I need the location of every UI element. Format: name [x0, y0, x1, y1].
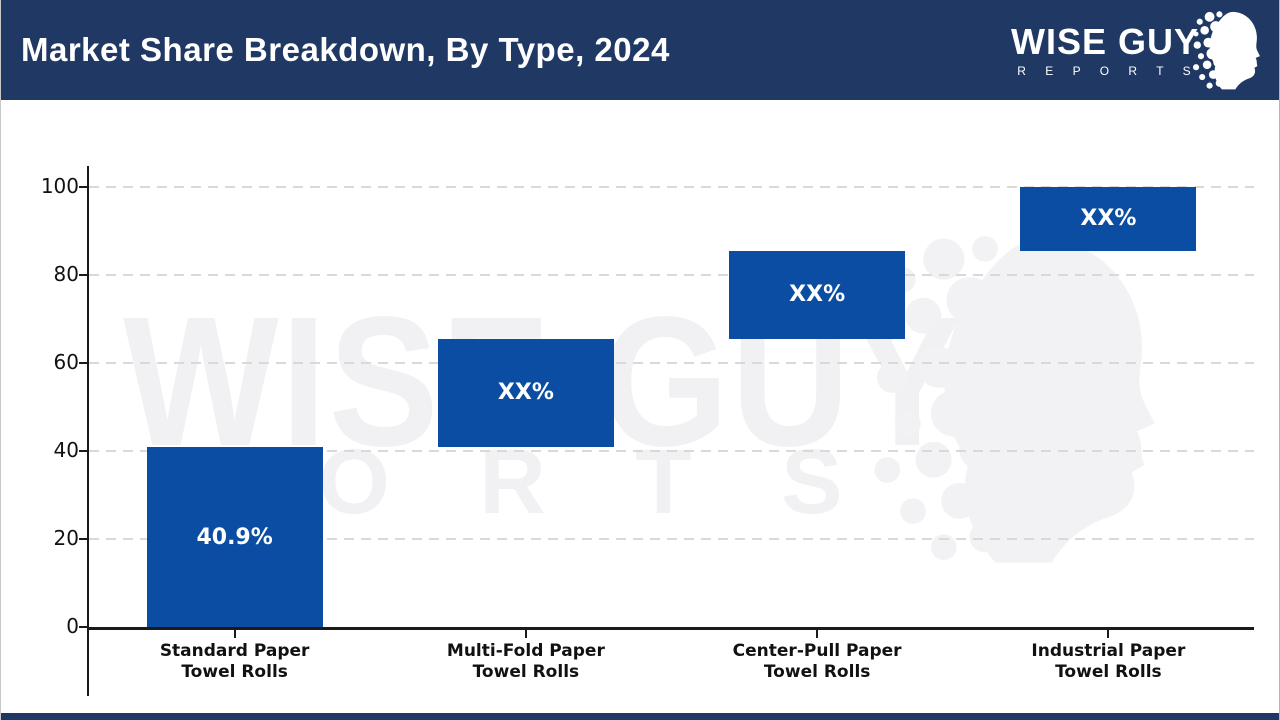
x-axis — [87, 627, 1254, 630]
y-tick-mark-60 — [79, 362, 87, 364]
bar-value-label: XX% — [789, 282, 846, 308]
x-tick-mark-2 — [524, 630, 527, 638]
x-category-label-line: Towel Rolls — [181, 662, 288, 682]
gridline-80 — [89, 274, 1254, 276]
dotted-head-icon — [1185, 7, 1271, 93]
bar-3: XX% — [729, 250, 906, 339]
y-tick-mark-0 — [79, 626, 87, 628]
x-category-label: Industrial Paper Towel Rolls — [988, 641, 1228, 683]
x-category-label-line: Center-Pull Paper — [732, 641, 902, 661]
y-tick-mark-20 — [79, 538, 87, 540]
bar-1: 40.9% — [146, 447, 323, 627]
y-tick-mark-100 — [79, 186, 87, 188]
y-axis — [87, 166, 89, 696]
y-tick-label-80: 80 — [53, 262, 79, 286]
y-tick-mark-80 — [79, 274, 87, 276]
logo-text: WISE GUY R E P O R T S — [1010, 20, 1199, 78]
wise-guy-logo: WISE GUY R E P O R T S — [1011, 6, 1271, 94]
bar-value-label: XX% — [1080, 206, 1137, 232]
bar-2: XX% — [437, 338, 614, 448]
bar-value-label: 40.9% — [196, 524, 273, 550]
y-tick-label-100: 100 — [40, 174, 79, 198]
x-category-label: Center-Pull Paper Towel Rolls — [697, 641, 937, 683]
x-tick-mark-3 — [816, 630, 819, 638]
x-category-label: Multi-Fold Paper Towel Rolls — [406, 641, 646, 683]
logo-subtitle: R E P O R T S — [1017, 63, 1199, 78]
x-category-label-line: Standard Paper — [159, 641, 310, 661]
x-category-label-line: Towel Rolls — [472, 662, 580, 682]
gridline-40 — [89, 450, 1254, 452]
chart-area: WISE GUY P O R T S 40.9% XX% XX% XX% 0 20 40 6… — [1, 100, 1279, 713]
x-category-label: Standard Paper Towel Rolls — [115, 641, 355, 683]
y-tick-label-20: 20 — [53, 526, 79, 550]
y-tick-label-0: 0 — [66, 614, 79, 638]
x-category-label-line: Industrial Paper — [1031, 641, 1186, 661]
y-tick-mark-40 — [79, 450, 87, 452]
page-title: Market Share Breakdown, By Type, 2024 — [21, 31, 670, 68]
header: Market Share Breakdown, By Type, 2024 WI… — [1, 0, 1279, 100]
gridline-100 — [89, 186, 1254, 188]
x-category-label-line: Multi-Fold Paper — [446, 641, 605, 661]
logo-wordmark: WISE GUY — [1010, 20, 1199, 62]
x-category-label-line: Towel Rolls — [763, 662, 871, 682]
gridline-60 — [89, 362, 1254, 364]
y-tick-label-40: 40 — [53, 438, 79, 462]
bar-4: XX% — [1020, 187, 1197, 251]
gridline-20 — [89, 538, 1254, 540]
bar-value-label: XX% — [497, 380, 554, 406]
x-tick-mark-1 — [233, 630, 236, 638]
watermark-head-icon — [863, 218, 1179, 578]
footer-bar — [1, 713, 1279, 720]
y-tick-label-60: 60 — [53, 350, 79, 374]
x-category-label-line: Towel Rolls — [1055, 662, 1162, 682]
x-tick-mark-4 — [1107, 630, 1110, 638]
